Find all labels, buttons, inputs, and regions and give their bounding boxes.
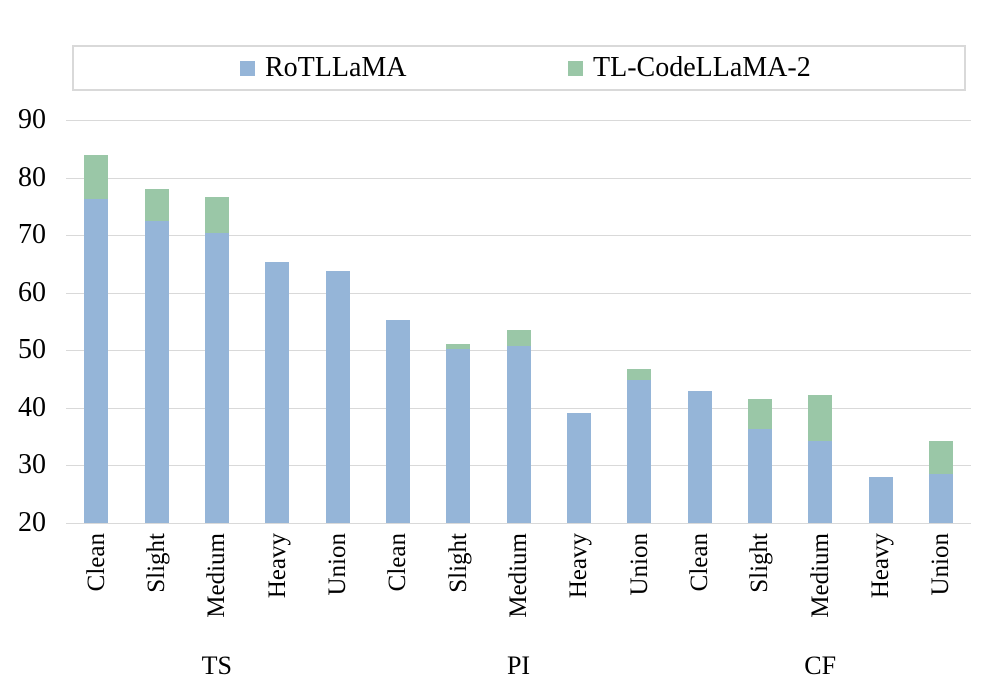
bar-clean-5 [385,319,410,523]
gridline [66,235,971,237]
bar-medium-12 [808,395,833,523]
y-axis-tick-label: 20 [18,507,46,538]
bar-union-9 [627,369,652,523]
x-axis-tick-label: Clean [686,533,713,592]
legend-swatch-rotllama-icon [240,60,255,76]
bar-segment-tl-codellama-2 [84,154,109,199]
x-axis-tick-label: Clean [384,533,412,592]
gridline [66,177,971,179]
x-axis-tick-label: Clean [82,533,110,592]
bar-segment-tl-codellama-2 [446,343,471,350]
bar-segment-rotllama [747,429,772,523]
x-axis-tick-label: Heavy [867,533,894,599]
bar-slight-1 [144,189,169,523]
legend-item-tl-codellama-2: TL-CodeLLaMA-2 [568,47,811,89]
bar-segment-rotllama [566,413,591,523]
bar-slight-6 [446,343,471,523]
legend-label-rotllama: RoTLLaMA [265,52,407,83]
bar-heavy-13 [868,476,893,523]
bar-clean-0 [84,154,109,523]
y-axis-tick-label: 50 [18,334,46,366]
bar-union-4 [325,270,350,523]
x-axis-tick-label: Union [625,533,653,596]
legend-swatch-tl-codellama-2-icon [568,60,583,76]
y-axis-tick-label: 70 [18,219,46,251]
x-axis-tick-label: Union [324,533,351,596]
bar-clean-10 [687,390,712,523]
bar-segment-tl-codellama-2 [808,395,833,442]
bar-medium-7 [506,330,531,523]
y-axis-tick-label: 60 [18,276,46,308]
bar-segment-rotllama [868,476,893,523]
bar-segment-tl-codellama-2 [747,399,772,430]
x-axis-group-label-ts: TS [201,651,232,680]
y-axis-tick-label: 40 [18,391,46,423]
x-axis-tick-label: Medium [203,533,231,618]
gridline [66,523,971,524]
bar-segment-rotllama [627,380,652,523]
legend-item-rotllama: RoTLLaMA [240,47,407,89]
y-axis-tick-label: 90 [18,104,46,135]
x-axis-tick-label: Union [927,533,955,596]
bar-medium-2 [204,197,229,523]
bar-segment-tl-codellama-2 [506,330,531,347]
x-axis-group-label-cf: CF [804,651,837,680]
x-axis-tick-label: Medium [806,533,834,618]
bar-segment-rotllama [446,349,471,523]
y-axis-tick-label: 30 [18,449,46,481]
bar-segment-tl-codellama-2 [928,440,953,475]
bar-segment-tl-codellama-2 [627,369,652,381]
x-axis-group-label-pi: PI [506,651,531,680]
bar-heavy-3 [265,261,290,523]
x-axis-tick-label: Slight [746,533,774,593]
bar-segment-rotllama [325,270,350,523]
x-axis-tick-label: Medium [505,533,532,618]
legend-label-tl-codellama-2: TL-CodeLLaMA-2 [593,52,811,83]
bar-segment-rotllama [84,198,109,523]
bar-segment-rotllama [506,346,531,523]
x-axis-tick-label: Heavy [565,533,593,599]
bar-segment-rotllama [204,232,229,523]
x-axis-tick-label: Slight [143,533,170,593]
bar-segment-rotllama [385,319,410,523]
bar-heavy-8 [566,413,591,523]
bar-segment-rotllama [144,221,169,523]
gridline [66,120,971,121]
bar-union-14 [928,440,953,523]
y-axis-tick-label: 80 [18,161,46,193]
bar-segment-tl-codellama-2 [204,197,229,233]
bar-segment-rotllama [808,441,833,523]
gridline [66,292,971,294]
bar-segment-rotllama [265,261,290,523]
chart-legend: RoTLLaMA TL-CodeLLaMA-2 [72,45,966,91]
x-axis-tick-label: Heavy [263,533,291,599]
bar-segment-tl-codellama-2 [144,189,169,222]
bar-segment-rotllama [928,474,953,523]
bar-slight-11 [747,399,772,523]
x-axis-tick-label: Slight [444,533,472,593]
bar-segment-rotllama [687,390,712,523]
